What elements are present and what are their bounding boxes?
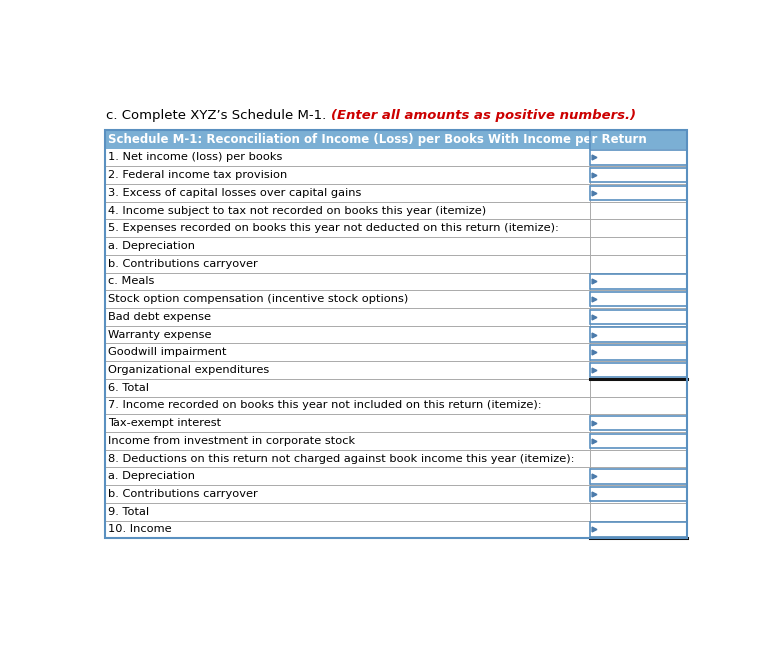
Text: b. Contributions carryover: b. Contributions carryover bbox=[108, 489, 258, 499]
Text: 6. Total: 6. Total bbox=[108, 383, 149, 393]
Bar bbox=[104, 485, 687, 503]
Bar bbox=[104, 290, 687, 308]
Text: Stock option compensation (incentive stock options): Stock option compensation (incentive sto… bbox=[108, 294, 409, 304]
Bar bbox=[104, 397, 687, 414]
Bar bbox=[591, 434, 687, 448]
Bar bbox=[104, 503, 687, 520]
Text: Warranty expense: Warranty expense bbox=[108, 330, 212, 340]
Bar bbox=[591, 345, 687, 360]
Bar bbox=[104, 130, 687, 148]
Text: Income from investment in corporate stock: Income from investment in corporate stoc… bbox=[108, 436, 355, 446]
Text: 7. Income recorded on books this year not included on this return (itemize):: 7. Income recorded on books this year no… bbox=[108, 400, 542, 410]
Text: c. Complete XYZ’s Schedule M-1.: c. Complete XYZ’s Schedule M-1. bbox=[106, 109, 330, 122]
Bar bbox=[104, 237, 687, 255]
Bar bbox=[104, 467, 687, 485]
Text: (Enter all amounts as positive numbers.): (Enter all amounts as positive numbers.) bbox=[330, 109, 635, 122]
Bar bbox=[591, 168, 687, 183]
Text: Goodwill impairment: Goodwill impairment bbox=[108, 347, 227, 357]
Bar bbox=[104, 343, 687, 361]
Text: 4. Income subject to tax not recorded on books this year (itemize): 4. Income subject to tax not recorded on… bbox=[108, 205, 487, 216]
Bar bbox=[591, 469, 687, 483]
Bar bbox=[591, 310, 687, 324]
Bar bbox=[104, 255, 687, 273]
Bar bbox=[104, 520, 687, 538]
Bar bbox=[591, 487, 687, 502]
Bar bbox=[591, 327, 687, 342]
Text: 10. Income: 10. Income bbox=[108, 524, 172, 535]
Bar bbox=[591, 150, 687, 165]
Text: Organizational expenditures: Organizational expenditures bbox=[108, 365, 269, 375]
Bar bbox=[104, 273, 687, 290]
Text: Schedule M-1: Reconciliation of Income (Loss) per Books With Income per Return: Schedule M-1: Reconciliation of Income (… bbox=[108, 133, 647, 146]
Text: a. Depreciation: a. Depreciation bbox=[108, 241, 195, 251]
Text: Bad debt expense: Bad debt expense bbox=[108, 312, 211, 322]
Bar bbox=[104, 432, 687, 450]
Bar bbox=[591, 363, 687, 377]
Text: b. Contributions carryover: b. Contributions carryover bbox=[108, 259, 258, 269]
Bar bbox=[104, 379, 687, 397]
Text: 3. Excess of capital losses over capital gains: 3. Excess of capital losses over capital… bbox=[108, 188, 361, 198]
Text: 8. Deductions on this return not charged against book income this year (itemize): 8. Deductions on this return not charged… bbox=[108, 454, 575, 463]
Bar bbox=[104, 450, 687, 467]
Bar bbox=[104, 184, 687, 202]
Bar bbox=[591, 522, 687, 537]
Bar bbox=[104, 361, 687, 379]
Text: a. Depreciation: a. Depreciation bbox=[108, 471, 195, 481]
Bar bbox=[104, 414, 687, 432]
Bar bbox=[591, 416, 687, 430]
Bar bbox=[104, 220, 687, 237]
Text: c. Meals: c. Meals bbox=[108, 277, 155, 286]
Text: 5. Expenses recorded on books this year not deducted on this return (itemize):: 5. Expenses recorded on books this year … bbox=[108, 224, 560, 233]
Bar bbox=[591, 274, 687, 289]
Bar bbox=[591, 185, 687, 200]
Text: 1. Net income (loss) per books: 1. Net income (loss) per books bbox=[108, 152, 283, 163]
Bar bbox=[104, 202, 687, 220]
Bar bbox=[104, 130, 687, 538]
Bar bbox=[104, 148, 687, 167]
Text: 9. Total: 9. Total bbox=[108, 507, 149, 516]
Text: Tax-exempt interest: Tax-exempt interest bbox=[108, 418, 221, 428]
Bar bbox=[104, 326, 687, 343]
Text: 2. Federal income tax provision: 2. Federal income tax provision bbox=[108, 170, 288, 180]
Bar bbox=[591, 292, 687, 307]
Bar bbox=[104, 308, 687, 326]
Bar bbox=[104, 167, 687, 184]
